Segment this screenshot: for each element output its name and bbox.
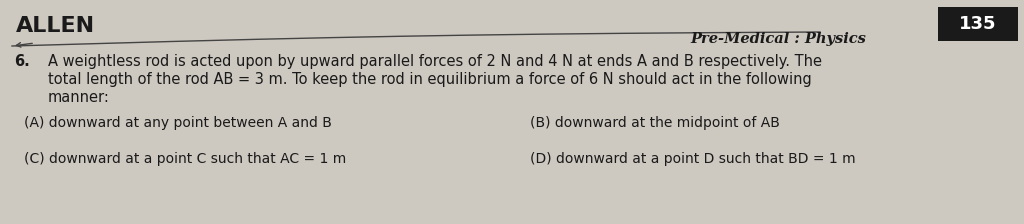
Text: (A) downward at any point between A and B: (A) downward at any point between A and … [24,116,332,130]
Text: 135: 135 [959,15,996,33]
Text: (D) downward at a point D such that BD = 1 m: (D) downward at a point D such that BD =… [530,152,856,166]
Bar [938,7,1018,41]
Text: A weightless rod is acted upon by upward parallel forces of 2 N and 4 N at ends : A weightless rod is acted upon by upward… [48,54,822,69]
Text: (C) downward at a point C such that AC = 1 m: (C) downward at a point C such that AC =… [24,152,346,166]
Text: Pre-Medical : Physics: Pre-Medical : Physics [690,32,866,46]
Text: (B) downward at the midpoint of AB: (B) downward at the midpoint of AB [530,116,780,130]
Text: ALLEN: ALLEN [15,16,94,36]
Text: 6.: 6. [14,54,30,69]
Text: total length of the rod AB = 3 m. To keep the rod in equilibrium a force of 6 N : total length of the rod AB = 3 m. To kee… [48,72,812,87]
Text: manner:: manner: [48,90,110,105]
